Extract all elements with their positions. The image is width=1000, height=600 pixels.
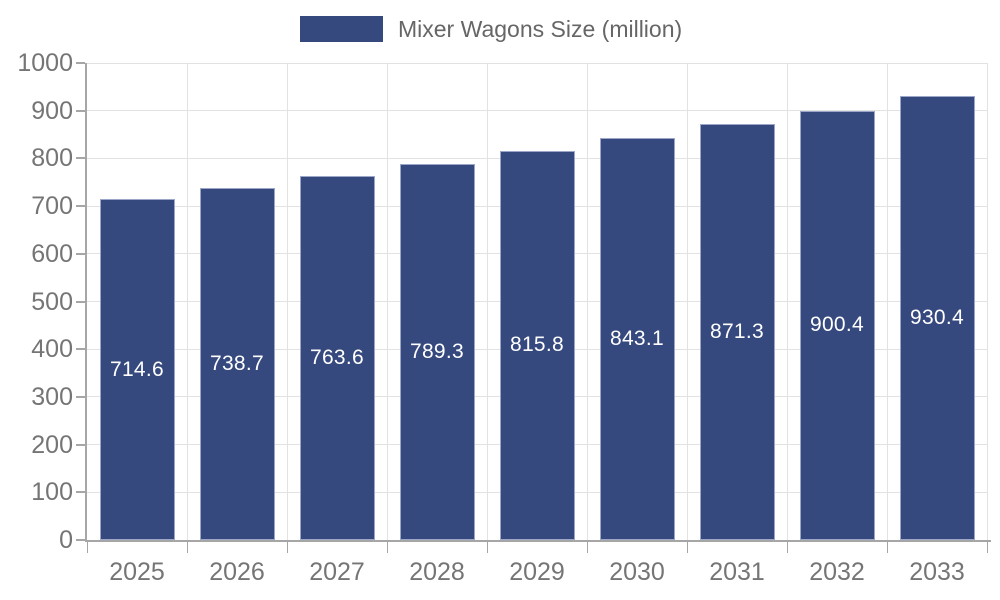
x-tick xyxy=(686,540,688,553)
bar-2029: 815.8 xyxy=(499,150,575,540)
bar-2028: 789.3 xyxy=(399,163,475,540)
bar-2026: 738.7 xyxy=(199,187,275,540)
bar-value-label: 930.4 xyxy=(909,306,965,330)
x-tick xyxy=(986,540,988,553)
bar-2025: 714.6 xyxy=(99,199,175,540)
x-gridline xyxy=(486,63,488,540)
x-gridline xyxy=(986,63,988,540)
x-axis-line xyxy=(85,540,991,542)
y-tick xyxy=(76,300,85,303)
x-axis-tick-label: 2026 xyxy=(209,558,265,586)
x-axis-tick-label: 2025 xyxy=(109,558,165,586)
y-gridline xyxy=(87,62,987,64)
x-axis-tick-label: 2027 xyxy=(309,558,365,586)
bar-value-label: 789.3 xyxy=(409,339,465,363)
legend: Mixer Wagons Size (million) xyxy=(300,16,682,42)
bar-value-label: 900.4 xyxy=(809,313,865,337)
x-tick xyxy=(86,540,88,553)
x-axis-tick-label: 2033 xyxy=(909,558,965,586)
bar-value-label: 843.1 xyxy=(609,326,665,350)
y-axis-tick-label: 100 xyxy=(31,478,73,507)
x-axis-tick-label: 2029 xyxy=(509,558,565,586)
y-tick xyxy=(76,395,85,398)
x-axis-tick-label: 2030 xyxy=(609,558,665,586)
x-tick xyxy=(386,540,388,553)
y-axis-tick-label: 1000 xyxy=(17,49,73,77)
y-axis-tick-label: 700 xyxy=(31,192,73,221)
bar-value-label: 738.7 xyxy=(209,351,265,375)
y-axis-tick-label: 900 xyxy=(31,96,73,125)
bar-2027: 763.6 xyxy=(299,175,375,540)
legend-swatch xyxy=(300,16,383,42)
y-tick xyxy=(76,62,85,64)
x-axis-tick-label: 2031 xyxy=(709,558,765,586)
bar-2031: 871.3 xyxy=(699,124,775,540)
y-axis-tick-label: 300 xyxy=(31,382,73,411)
x-tick xyxy=(486,540,488,553)
x-gridline xyxy=(886,63,888,540)
y-tick xyxy=(76,205,85,208)
y-axis-line xyxy=(85,63,87,540)
x-gridline xyxy=(386,63,388,540)
bar-value-label: 871.3 xyxy=(709,320,765,344)
legend-label: Mixer Wagons Size (million) xyxy=(398,16,683,42)
x-gridline xyxy=(786,63,788,540)
x-tick xyxy=(786,540,788,553)
y-axis-tick-label: 500 xyxy=(31,287,73,316)
y-tick xyxy=(76,539,85,541)
x-tick xyxy=(886,540,888,553)
y-tick xyxy=(76,157,85,160)
x-gridline xyxy=(186,63,188,540)
y-tick xyxy=(76,252,85,255)
plot-area: 0 100 200 300 400 500 600 700 800 900 1000 714.6 202… xyxy=(17,51,991,585)
y-axis-tick-label: 0 xyxy=(59,526,73,554)
bar-value-label: 763.6 xyxy=(309,345,365,369)
bar-2032: 900.4 xyxy=(799,110,875,540)
bar-value-label: 815.8 xyxy=(509,333,565,357)
y-axis-tick-label: 600 xyxy=(31,239,73,268)
x-tick xyxy=(186,540,188,553)
x-tick xyxy=(586,540,588,553)
x-gridline xyxy=(586,63,588,540)
bar-value-label: 714.6 xyxy=(109,357,165,381)
y-tick xyxy=(76,348,85,351)
y-axis-tick-label: 400 xyxy=(31,335,73,364)
y-axis-tick-label: 200 xyxy=(31,430,73,459)
y-tick xyxy=(76,443,85,446)
x-axis-tick-label: 2032 xyxy=(809,558,865,586)
x-axis-tick-label: 2028 xyxy=(409,558,465,586)
y-axis-tick-label: 800 xyxy=(31,144,73,173)
x-tick xyxy=(286,540,288,553)
y-tick xyxy=(76,491,85,494)
y-gridline xyxy=(87,110,987,112)
x-gridline xyxy=(286,63,288,540)
bar-2030: 843.1 xyxy=(599,137,675,540)
x-gridline xyxy=(686,63,688,540)
y-tick xyxy=(76,109,85,112)
bar-2033: 930.4 xyxy=(899,96,975,540)
